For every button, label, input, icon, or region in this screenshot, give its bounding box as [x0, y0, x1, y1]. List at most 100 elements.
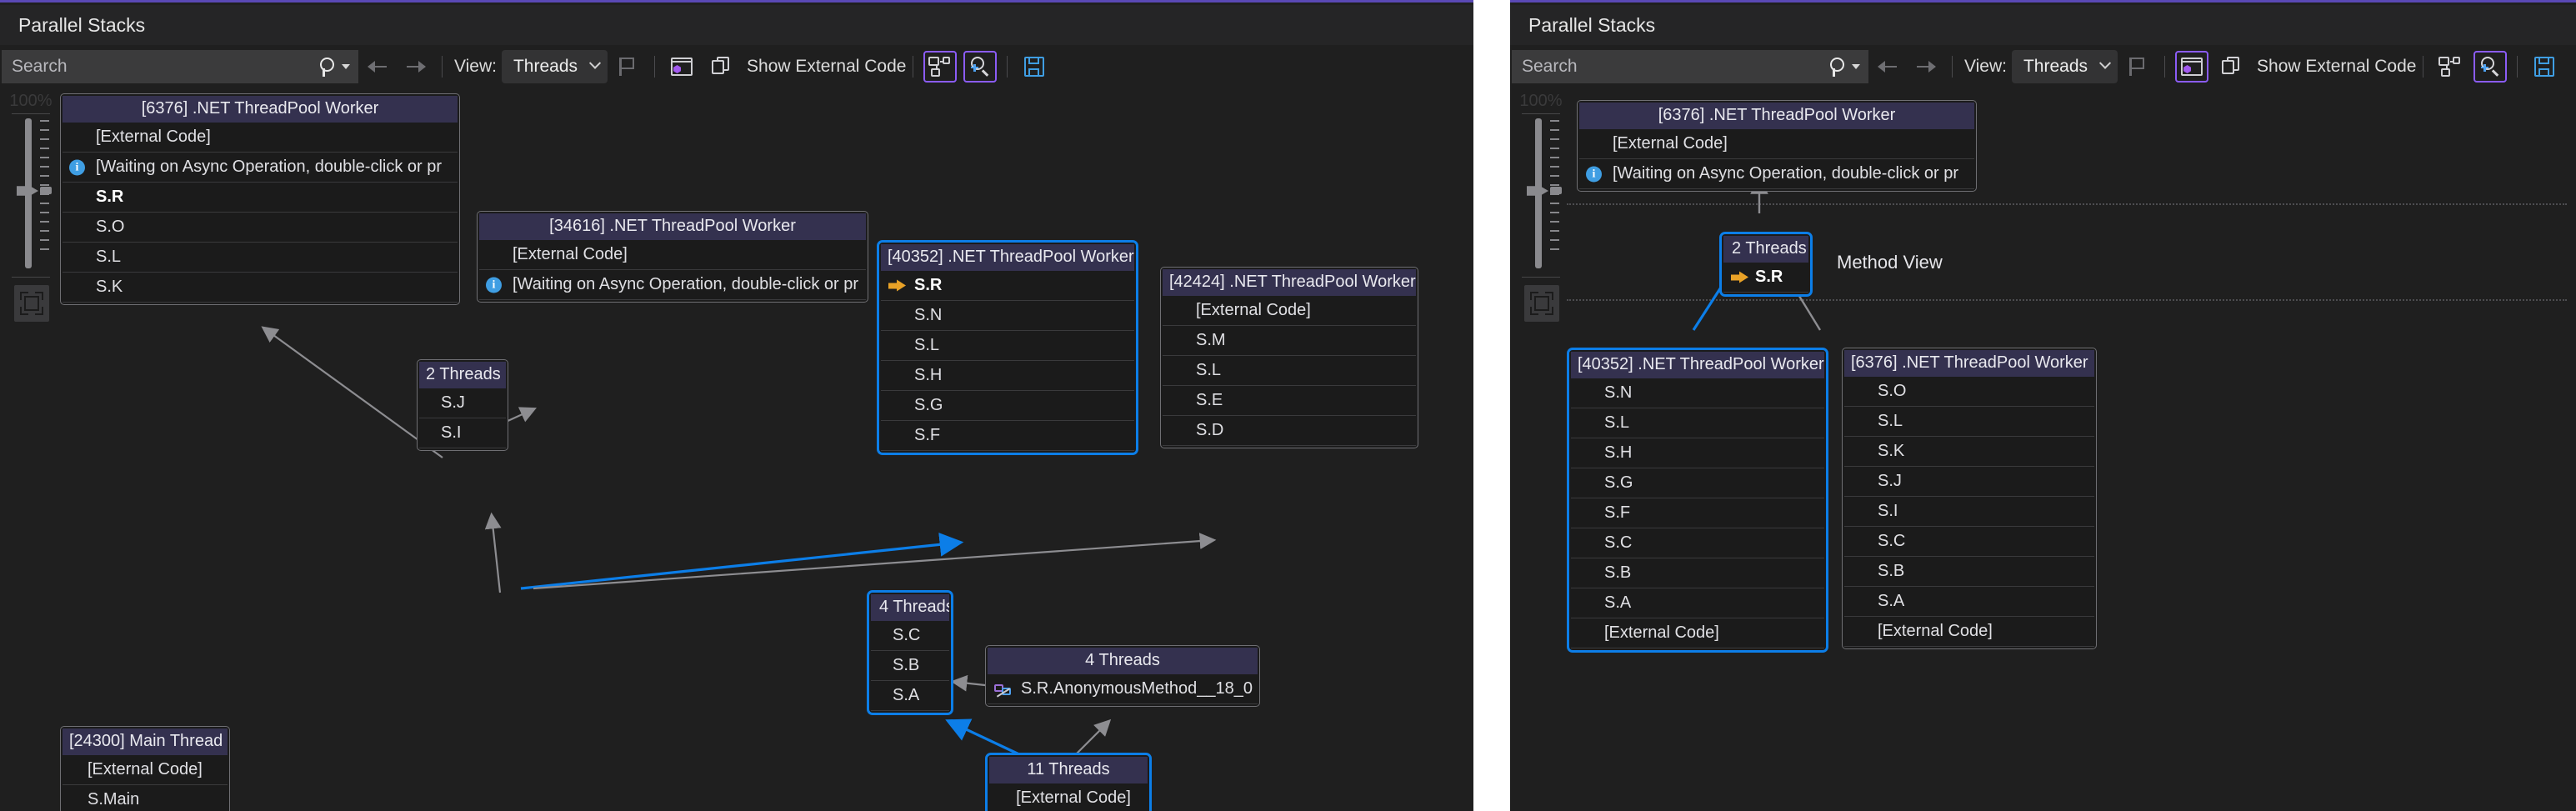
stack-frame-row[interactable]: S.F [1571, 498, 1824, 528]
stack-frame-row[interactable]: S.A [1844, 587, 2094, 617]
stack-frame-row[interactable]: S.M [1163, 326, 1416, 356]
stack-frame-row[interactable]: S.C [1844, 527, 2094, 557]
stack-frame-row[interactable]: S.N [881, 301, 1134, 331]
stack-frame-row[interactable]: S.O [63, 213, 458, 243]
toggle-diagram-button[interactable] [2433, 51, 2467, 83]
stack-frame-row[interactable]: S.I [1844, 497, 2094, 527]
stack-frame-row[interactable]: [External Code] [1571, 618, 1824, 648]
zoom-slider-thumb[interactable] [17, 186, 38, 196]
stack-frame-row[interactable]: [External Code] [63, 755, 228, 785]
flag-button[interactable] [611, 51, 644, 83]
stack-frame-row[interactable]: S.L [1844, 407, 2094, 437]
stack-frame-row[interactable]: S.A [1571, 588, 1824, 618]
toggle-diagram-button[interactable] [923, 51, 958, 83]
stack-frame-row[interactable]: S.K [1844, 437, 2094, 467]
stack-frame-row[interactable]: [External Code] [1844, 617, 2094, 647]
fit-to-view-icon [1534, 296, 1549, 311]
stack-frame-row[interactable]: S.H [881, 361, 1134, 391]
method-view-button[interactable] [2175, 51, 2209, 83]
stack-node-header: [40352] .NET ThreadPool Worker [1571, 352, 1824, 378]
stack-frame-row[interactable]: [External Code] [1163, 296, 1416, 326]
stack-frame-row[interactable]: i [Waiting on Async Operation, double-cl… [63, 153, 458, 183]
chevron-down-icon[interactable] [1852, 64, 1860, 69]
stack-frame-row[interactable]: S.R.AnonymousMethod__18_0 [988, 674, 1258, 704]
flag-button[interactable] [2121, 51, 2154, 83]
save-button[interactable] [2528, 51, 2561, 83]
stack-node-selected[interactable]: 11 Threads [External Code] [985, 753, 1152, 811]
stack-frame-row[interactable]: S.R [63, 183, 458, 213]
stack-node-selected[interactable]: 2 Threads S.R [1719, 232, 1813, 297]
view-select[interactable]: Threads [501, 50, 608, 83]
zoom-slider-thumb[interactable] [1527, 186, 1548, 196]
stack-frame-row[interactable]: S.R [881, 271, 1134, 301]
zoom-to-thread-button[interactable] [963, 51, 998, 83]
show-external-code-button[interactable] [2215, 51, 2248, 83]
stack-frame-row[interactable]: S.J [419, 388, 506, 418]
stack-frame-row[interactable]: S.A [871, 681, 949, 711]
stack-frame-row[interactable]: S.L [881, 331, 1134, 361]
stack-node[interactable]: [42424] .NET ThreadPool Worker [External… [1160, 267, 1418, 448]
parallel-stacks-panel-right: Parallel Stacks Search View: Threads [1510, 0, 2576, 811]
stack-frame-row[interactable]: S.D [1163, 416, 1416, 446]
search-icon[interactable] [315, 54, 340, 79]
zoom-slider-right[interactable]: 100% [1517, 92, 1565, 333]
fit-to-view-button[interactable] [1524, 285, 1559, 322]
stack-canvas-right[interactable]: 100% [1510, 88, 2576, 811]
stack-frame-row[interactable]: S.O [1844, 377, 2094, 407]
stack-node-selected[interactable]: [40352] .NET ThreadPool Worker S.R S.N S… [877, 240, 1138, 455]
stack-frame-row[interactable]: S.N [1571, 378, 1824, 408]
stack-frame-row[interactable]: S.B [1844, 557, 2094, 587]
zoom-slider-left[interactable]: 100% [7, 92, 55, 333]
nav-back-button[interactable] [358, 50, 397, 83]
method-view-button[interactable] [665, 51, 698, 83]
stack-canvas-left[interactable]: 100% [0, 88, 1473, 811]
stack-frame-row[interactable]: S.L [1163, 356, 1416, 386]
chevron-down-icon[interactable] [342, 64, 350, 69]
stack-frame-row[interactable]: S.B [1571, 558, 1824, 588]
stack-node[interactable]: 4 Threads S.R.AnonymousMethod__18_0 [985, 645, 1260, 707]
stack-frame-row[interactable]: S.C [871, 621, 949, 651]
show-external-code-button[interactable] [705, 51, 738, 83]
search-input[interactable]: Search [2, 50, 358, 83]
stack-frame-row[interactable]: S.F [881, 421, 1134, 451]
show-external-code-label[interactable]: Show External Code [2257, 57, 2417, 76]
view-select[interactable]: Threads [2011, 50, 2118, 83]
stack-node[interactable]: [24300] Main Thread [External Code] S.Ma… [60, 726, 230, 811]
search-icon[interactable] [1825, 54, 1850, 79]
show-external-code-label[interactable]: Show External Code [747, 57, 907, 76]
stack-frame-row[interactable]: S.I [419, 418, 506, 448]
nav-forward-button[interactable] [397, 50, 435, 83]
search-input[interactable]: Search [1512, 50, 1868, 83]
stack-frame-row[interactable]: S.Main [63, 785, 228, 811]
stack-frame-row[interactable]: [External Code] [989, 783, 1148, 811]
stack-frame-row[interactable]: i [Waiting on Async Operation, double-cl… [479, 270, 866, 300]
nav-back-button[interactable] [1868, 50, 1907, 83]
zoom-to-thread-button[interactable] [2473, 51, 2508, 83]
stack-frame-row[interactable]: S.E [1163, 386, 1416, 416]
stack-frame-row[interactable]: S.K [63, 273, 458, 303]
stack-node-selected[interactable]: 4 Threads S.C S.B S.A [867, 590, 953, 715]
stack-frame-row[interactable]: S.G [1571, 468, 1824, 498]
stack-frame-row[interactable]: S.R [1723, 263, 1808, 293]
stack-frame-row[interactable]: S.H [1571, 438, 1824, 468]
stack-frame-row[interactable]: S.B [871, 651, 949, 681]
stack-node[interactable]: 2 Threads S.J S.I [417, 359, 508, 451]
stack-frame-row[interactable]: S.L [1571, 408, 1824, 438]
toolbar-separator [442, 56, 443, 78]
stack-frame-row[interactable]: [External Code] [63, 123, 458, 153]
stack-node[interactable]: [6376] .NET ThreadPool Worker S.O S.L S.… [1842, 348, 2097, 649]
stack-node-selected[interactable]: [40352] .NET ThreadPool Worker S.N S.L S… [1567, 348, 1828, 653]
stack-node[interactable]: [34616] .NET ThreadPool Worker [External… [477, 211, 868, 303]
stack-node[interactable]: [6376] .NET ThreadPool Worker [External … [60, 93, 460, 305]
stack-frame-row[interactable]: i [Waiting on Async Operation, double-cl… [1579, 159, 1974, 189]
nav-forward-button[interactable] [1907, 50, 1945, 83]
stack-frame-row[interactable]: S.L [63, 243, 458, 273]
fit-to-view-button[interactable] [14, 285, 49, 322]
save-button[interactable] [1018, 51, 1051, 83]
stack-frame-row[interactable]: S.G [881, 391, 1134, 421]
stack-frame-row[interactable]: [External Code] [1579, 129, 1974, 159]
stack-frame-row[interactable]: [External Code] [479, 240, 866, 270]
stack-node[interactable]: [6376] .NET ThreadPool Worker [External … [1577, 100, 1977, 192]
stack-frame-row[interactable]: S.C [1571, 528, 1824, 558]
stack-frame-row[interactable]: S.J [1844, 467, 2094, 497]
